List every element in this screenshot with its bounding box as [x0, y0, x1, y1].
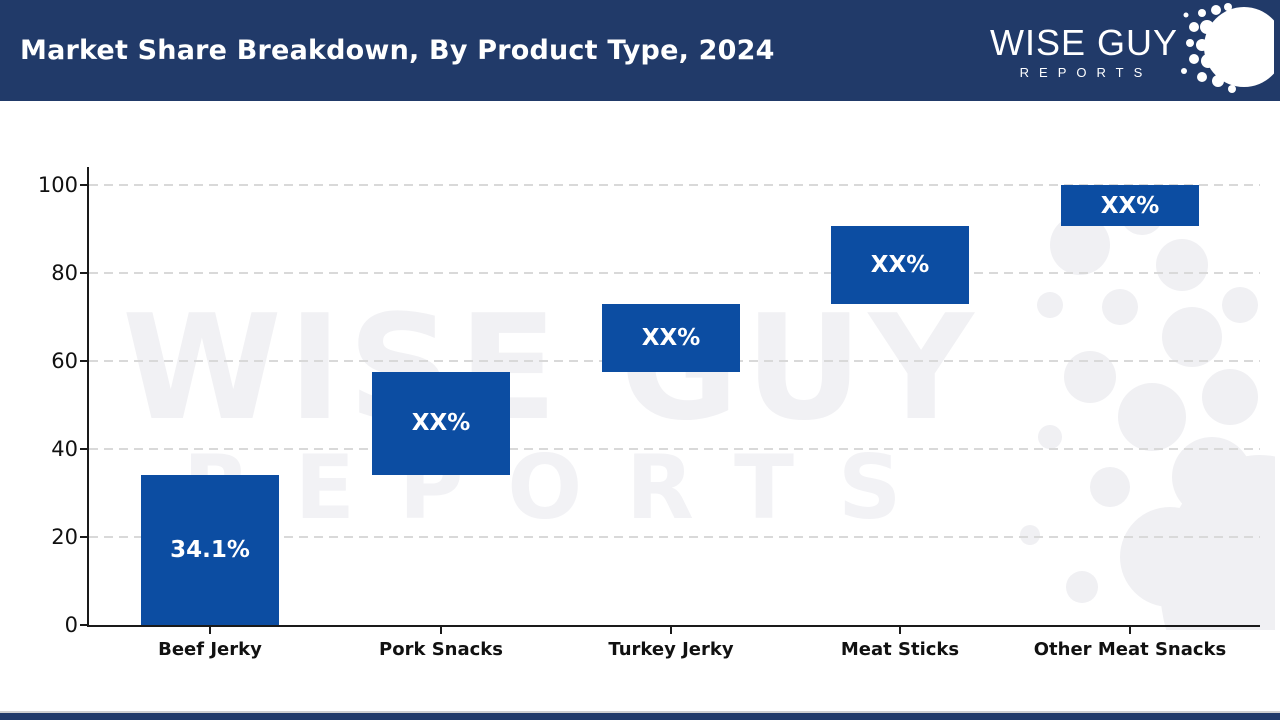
watermark-text-wiseguy: WISE GUY — [122, 284, 980, 453]
header-bar: Market Share Breakdown, By Product Type,… — [0, 0, 1280, 101]
x-category-label: Turkey Jerky — [608, 639, 734, 660]
y-tick-40 — [80, 448, 89, 450]
x-tick-2 — [670, 625, 672, 634]
gridline-80 — [89, 272, 1260, 274]
logo-wordmark-line1: WISE GUY — [989, 21, 1178, 63]
bar-value-label: XX% — [641, 324, 701, 351]
footer-bar — [0, 711, 1280, 720]
x-tick-4 — [1129, 625, 1131, 634]
y-tick-label: 20 — [51, 525, 78, 549]
y-tick-label: 80 — [51, 261, 78, 285]
bar-other-meat-snacks: XX% — [1061, 185, 1199, 227]
y-tick-60 — [80, 360, 89, 362]
y-tick-100 — [80, 184, 89, 186]
y-tick-label: 0 — [64, 613, 78, 637]
logo-face-icon — [1164, 1, 1280, 101]
bar-value-label: XX% — [870, 252, 930, 279]
x-category-label: Meat Sticks — [840, 639, 960, 660]
wiseguy-logo: WISE GUY REPORTS — [990, 1, 1280, 101]
x-tick-0 — [209, 625, 211, 634]
x-category-label: Beef Jerky — [158, 639, 262, 660]
bar-pork-snacks: XX% — [372, 372, 510, 475]
bar-beef-jerky: 34.1% — [141, 474, 279, 625]
y-axis-spine — [87, 167, 89, 627]
x-tick-1 — [440, 625, 442, 634]
y-tick-label: 60 — [51, 349, 78, 373]
gridline-100 — [89, 184, 1260, 186]
y-tick-0 — [80, 624, 89, 626]
x-category-label: Pork Snacks — [379, 639, 503, 660]
bar-value-label: 34.1% — [170, 536, 250, 563]
x-category-label: Other Meat Snacks — [1033, 639, 1227, 660]
bar-value-label: XX% — [411, 410, 471, 437]
chart-canvas: 0 20 40 60 80 100 34.1% Beef Jerky XX% Pork Snack… — [0, 101, 1280, 712]
y-tick-80 — [80, 272, 89, 274]
logo-wordmark: WISE GUY REPORTS — [990, 22, 1178, 80]
watermark-head-graphic — [930, 155, 1280, 715]
bar-turkey-jerky: XX% — [602, 303, 740, 372]
page-title: Market Share Breakdown, By Product Type,… — [20, 35, 775, 66]
gridline-40 — [89, 448, 1260, 450]
y-tick-label: 100 — [37, 173, 78, 197]
gridline-20 — [89, 536, 1260, 538]
logo-wordmark-line2: REPORTS — [1019, 64, 1153, 80]
bar-meat-sticks: XX% — [831, 226, 969, 304]
y-tick-20 — [80, 536, 89, 538]
watermark-text-reports: REPORTS — [183, 436, 946, 539]
bar-value-label: XX% — [1100, 192, 1160, 219]
y-tick-label: 40 — [51, 437, 78, 461]
x-axis-spine — [87, 625, 1260, 627]
x-tick-3 — [899, 625, 901, 634]
